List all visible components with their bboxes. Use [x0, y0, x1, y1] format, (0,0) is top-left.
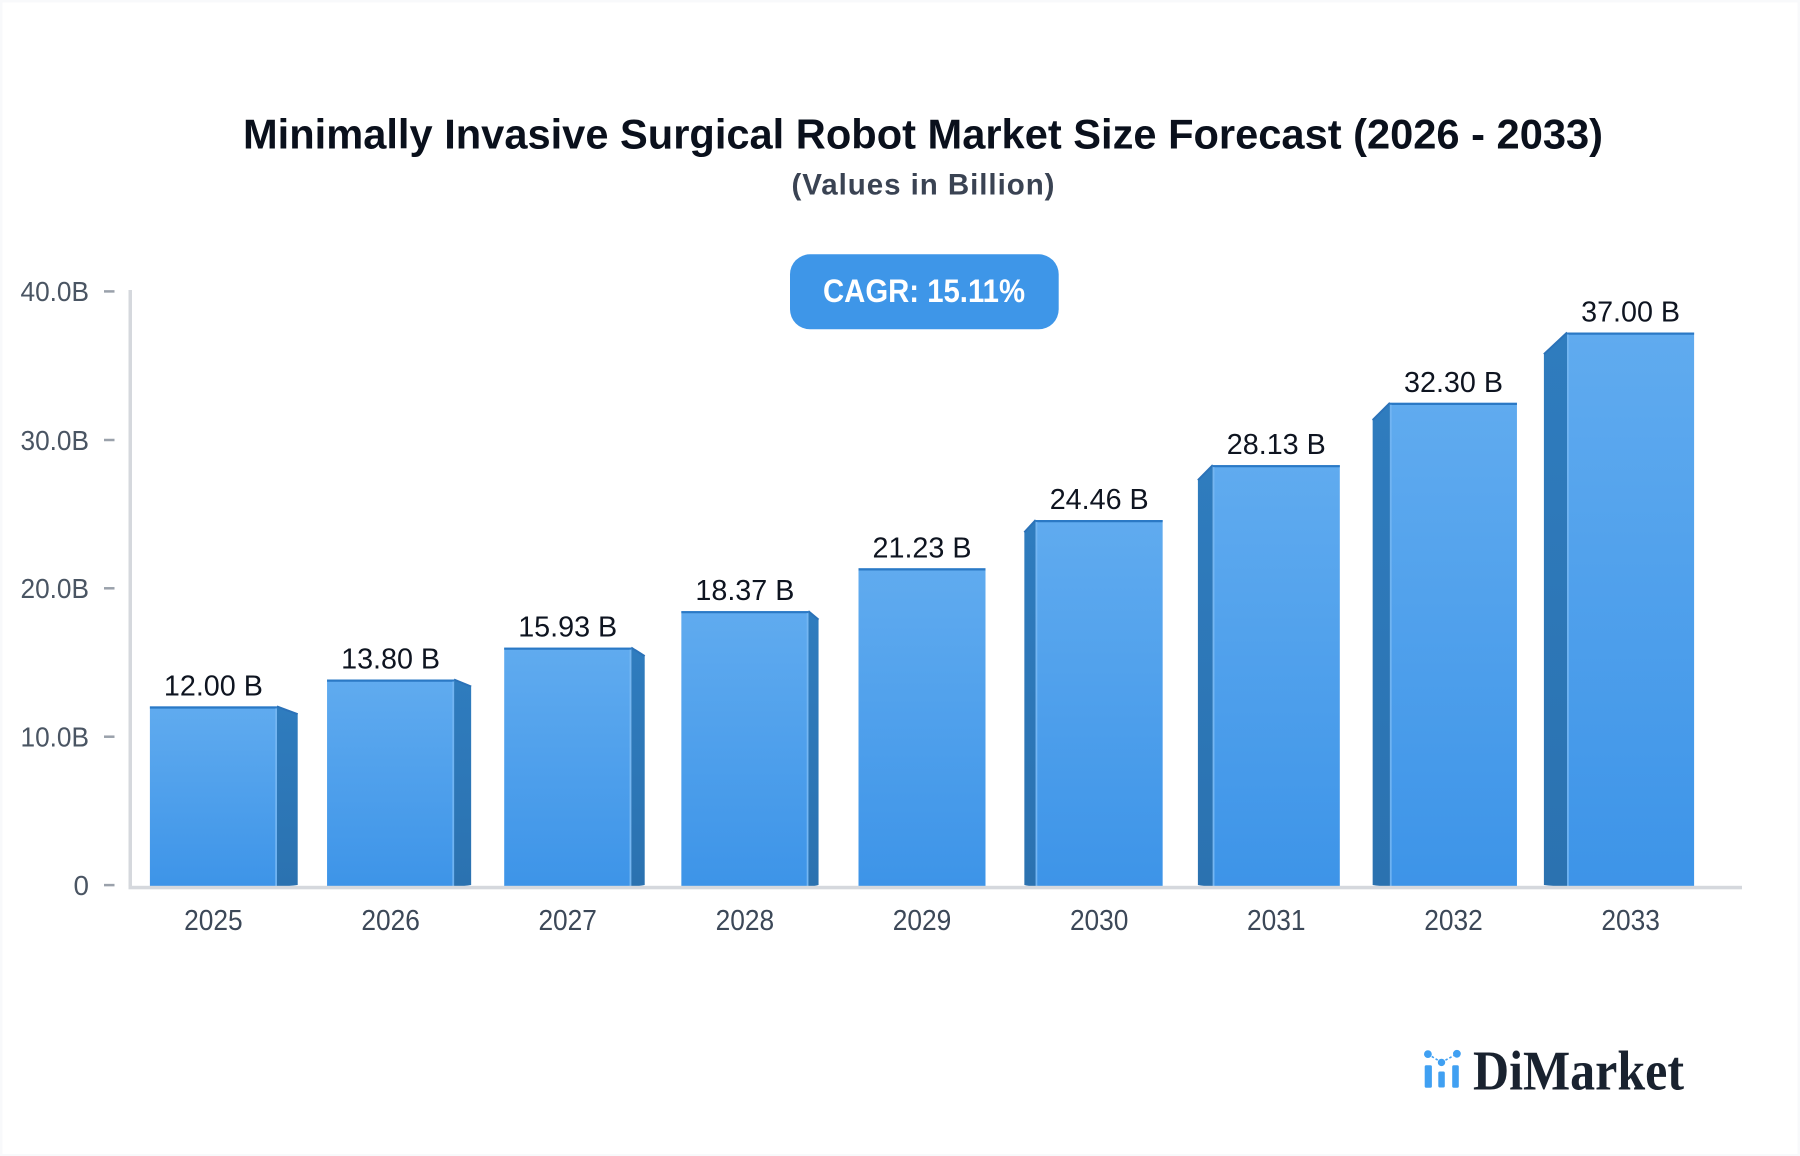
svg-text:2033: 2033 — [1601, 905, 1660, 937]
svg-text:21.23 B: 21.23 B — [873, 532, 972, 564]
svg-text:2026: 2026 — [361, 905, 420, 937]
svg-text:13.80 B: 13.80 B — [341, 644, 440, 676]
svg-text:2027: 2027 — [538, 905, 597, 937]
svg-text:32.30 B: 32.30 B — [1404, 367, 1503, 399]
svg-text:CAGR: 15.11%: CAGR: 15.11% — [823, 273, 1025, 309]
svg-text:(Values in Billion): (Values in Billion) — [792, 169, 1055, 202]
svg-text:Minimally Invasive Surgical Ro: Minimally Invasive Surgical Robot Market… — [243, 111, 1603, 158]
svg-text:40.0B: 40.0B — [21, 276, 90, 307]
svg-text:18.37 B: 18.37 B — [695, 575, 794, 607]
svg-text:12.00 B: 12.00 B — [164, 671, 263, 703]
svg-text:30.0B: 30.0B — [21, 425, 90, 456]
svg-text:24.46 B: 24.46 B — [1050, 484, 1149, 516]
svg-text:10.0B: 10.0B — [21, 722, 90, 753]
svg-text:15.93 B: 15.93 B — [518, 612, 617, 644]
svg-text:2028: 2028 — [716, 905, 775, 937]
svg-text:20.0B: 20.0B — [21, 573, 90, 604]
svg-text:0: 0 — [74, 870, 89, 901]
svg-text:DiMarket: DiMarket — [1473, 1041, 1684, 1103]
svg-text:28.13 B: 28.13 B — [1227, 429, 1326, 461]
svg-text:2025: 2025 — [184, 905, 243, 937]
svg-text:37.00 B: 37.00 B — [1581, 297, 1680, 329]
svg-text:2030: 2030 — [1070, 905, 1129, 937]
svg-text:2031: 2031 — [1247, 905, 1306, 937]
svg-text:2032: 2032 — [1424, 905, 1483, 937]
svg-text:2029: 2029 — [893, 905, 952, 937]
